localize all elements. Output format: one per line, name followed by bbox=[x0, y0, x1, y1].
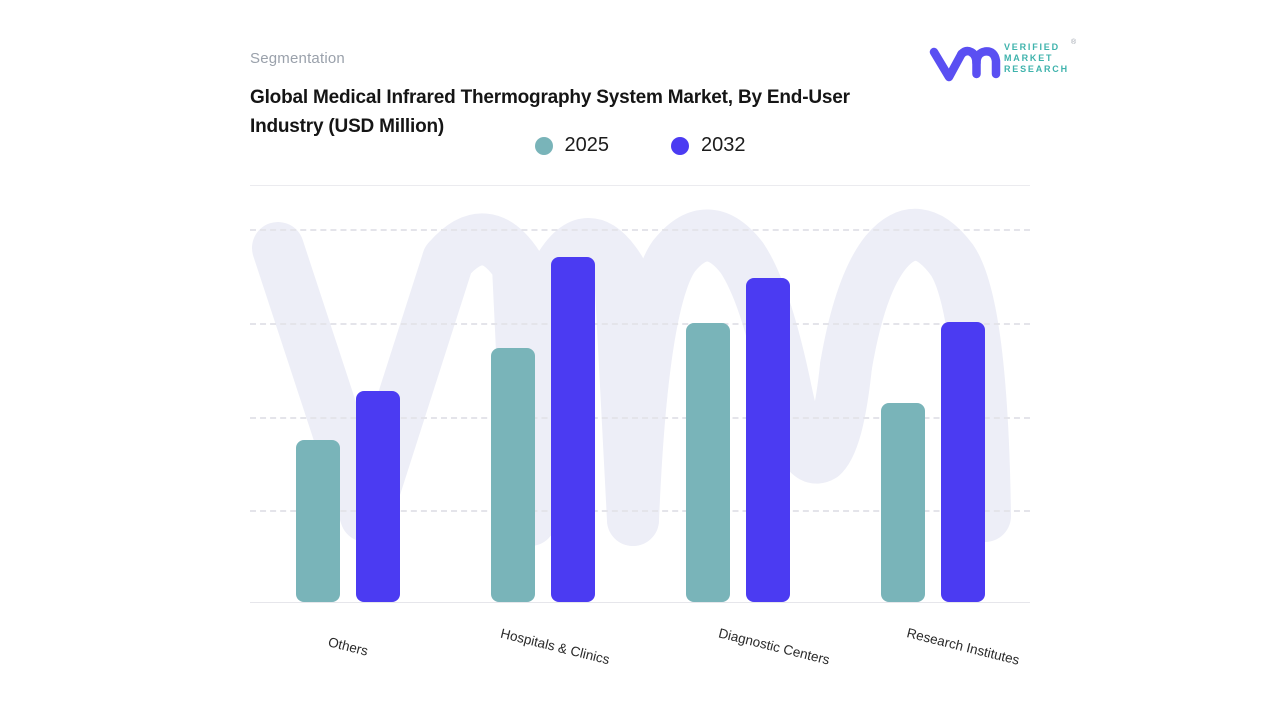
legend-label-2032: 2032 bbox=[701, 134, 746, 156]
vmr-monogram-icon bbox=[929, 46, 1001, 82]
legend-label-2025: 2025 bbox=[564, 134, 610, 156]
bar-2025-hospitals-clinics bbox=[490, 348, 535, 602]
chart-legend: 2025 2032 bbox=[250, 134, 1030, 157]
bar-chart-plot-area bbox=[250, 185, 1030, 603]
legend-dot-2025 bbox=[534, 136, 553, 155]
bar-2032-diagnostic-centers bbox=[745, 278, 790, 602]
x-axis-label-diagnostic-centers: Diagnostic Centers bbox=[716, 625, 831, 668]
gridline bbox=[250, 322, 1030, 325]
vmr-logo: VERIFIED MARKET RESEARCH ® bbox=[928, 36, 1078, 84]
x-axis-label-others: Others bbox=[326, 634, 370, 659]
bar-2032-hospitals-clinics bbox=[550, 257, 595, 602]
bar-2025-others bbox=[295, 440, 340, 602]
bar-2032-others bbox=[355, 391, 400, 602]
logo-wordmark: VERIFIED MARKET RESEARCH bbox=[1004, 42, 1069, 74]
chart-title: Global Medical Infrared Thermography Sys… bbox=[250, 87, 850, 137]
legend-item-2032: 2032 bbox=[671, 134, 746, 157]
bar-2032-research-institutes bbox=[940, 322, 985, 602]
registered-trademark: ® bbox=[1071, 39, 1077, 46]
legend-dot-2032 bbox=[671, 136, 689, 155]
gridline bbox=[250, 229, 1030, 232]
x-axis-labels: Others Hospitals & Clinics Diagnostic Cent… bbox=[250, 603, 1030, 703]
bar-2025-diagnostic-centers bbox=[685, 323, 730, 602]
section-eyebrow: Segmentation bbox=[250, 50, 345, 67]
gridline bbox=[250, 510, 1030, 513]
x-axis-label-hospitals-clinics: Hospitals & Clinics bbox=[498, 625, 611, 668]
x-axis-label-research-institutes: Research Institutes bbox=[904, 625, 1021, 668]
gridline bbox=[250, 416, 1030, 419]
bar-2025-research-institutes bbox=[880, 403, 925, 602]
legend-item-2025: 2025 bbox=[534, 134, 610, 157]
